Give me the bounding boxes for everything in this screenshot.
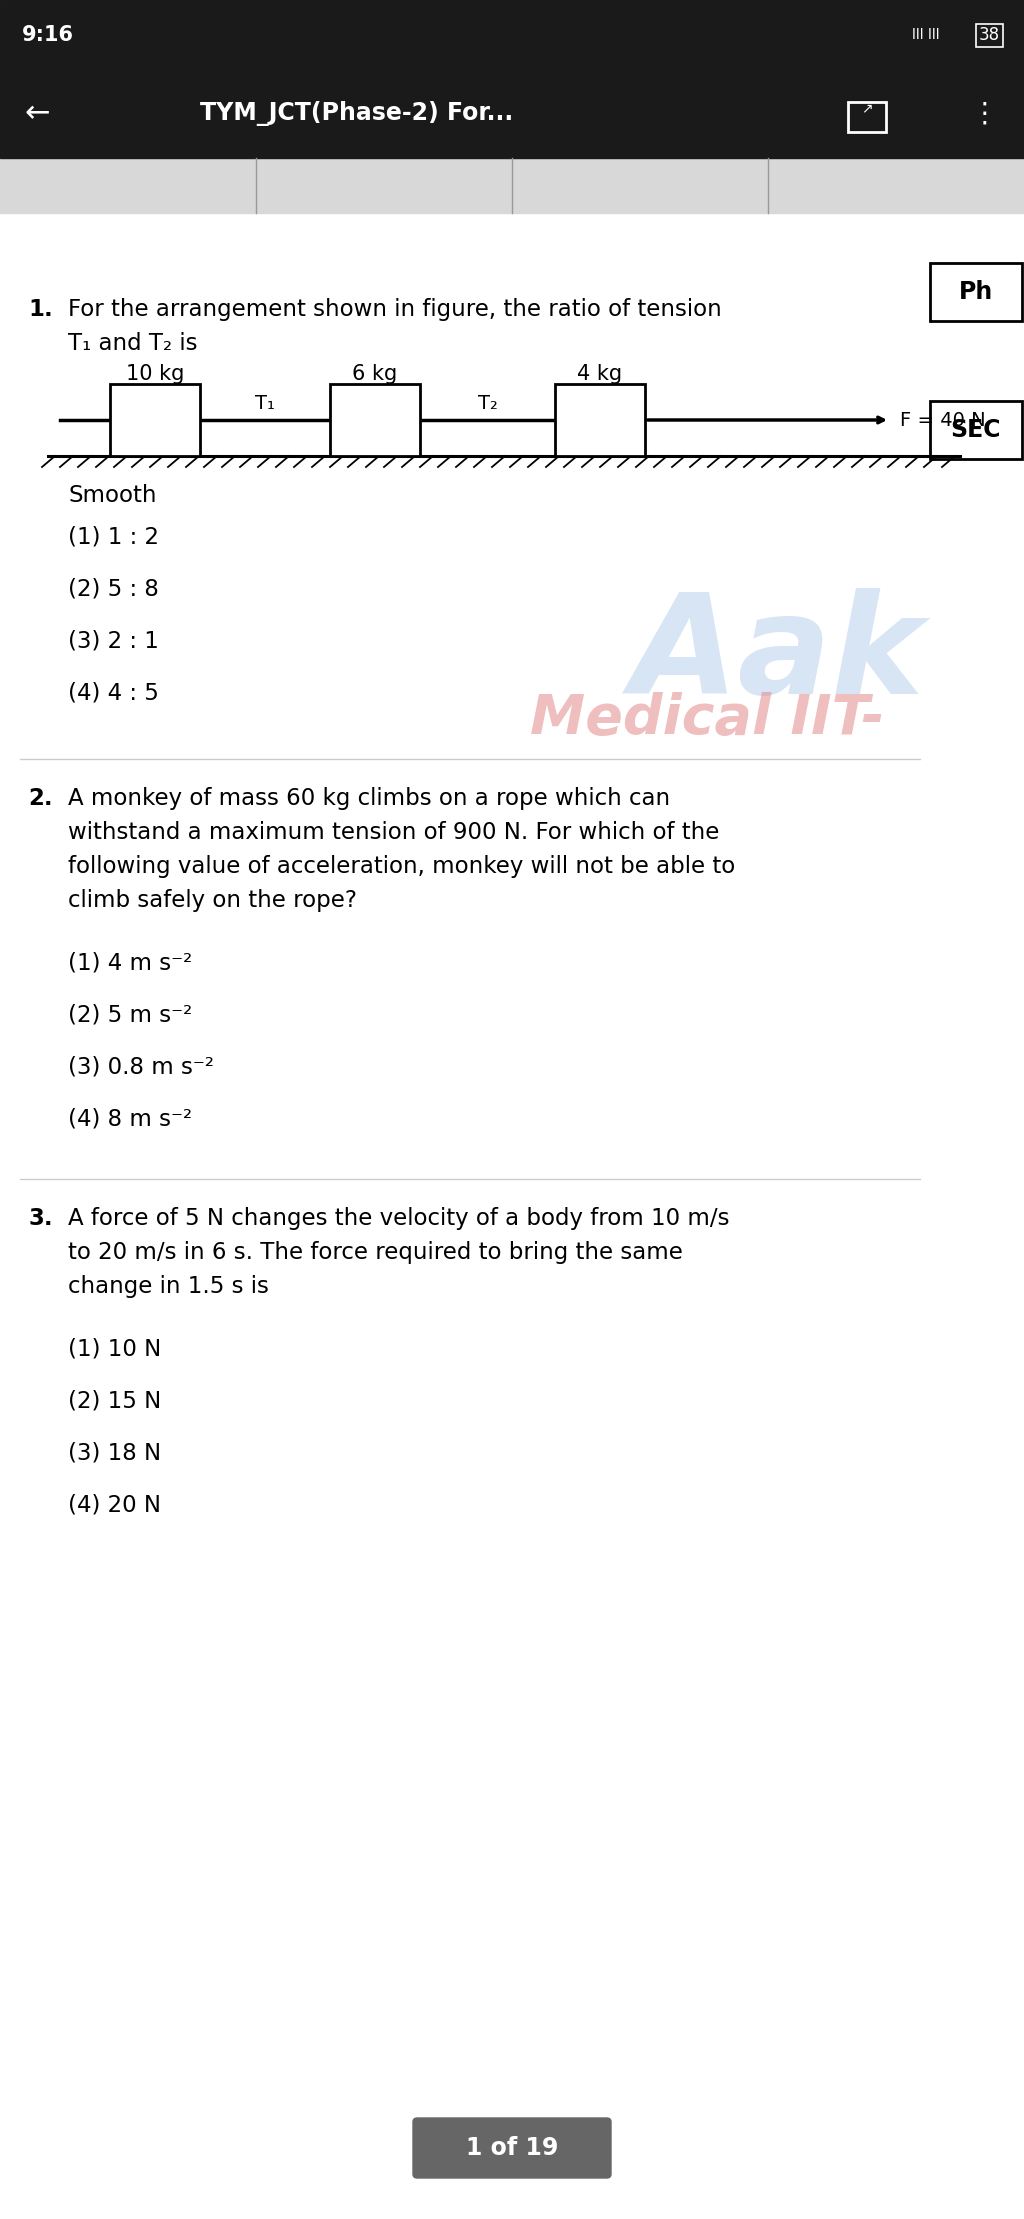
Text: (3) 2 : 1: (3) 2 : 1: [68, 630, 159, 652]
Text: 1.: 1.: [28, 297, 53, 322]
Text: (1) 4 m s⁻²: (1) 4 m s⁻²: [68, 952, 193, 974]
Text: A monkey of mass 60 kg climbs on a rope which can: A monkey of mass 60 kg climbs on a rope …: [68, 788, 670, 810]
Text: SEC: SEC: [950, 417, 1001, 442]
Bar: [848, 102, 886, 131]
Text: (4) 4 : 5: (4) 4 : 5: [68, 681, 159, 706]
Text: ⋮: ⋮: [971, 100, 998, 129]
Text: 6 kg: 6 kg: [352, 364, 397, 384]
Text: (4) 8 m s⁻²: (4) 8 m s⁻²: [68, 1107, 193, 1129]
Text: (4) 20 N: (4) 20 N: [68, 1493, 161, 1516]
Text: ↗: ↗: [861, 102, 872, 115]
Text: 38: 38: [979, 27, 1000, 44]
Bar: [930, 402, 1022, 459]
Text: change in 1.5 s is: change in 1.5 s is: [68, 1276, 269, 1298]
Bar: [110, 384, 200, 455]
Text: (2) 15 N: (2) 15 N: [68, 1389, 161, 1411]
Text: following value of acceleration, monkey will not be able to: following value of acceleration, monkey …: [68, 854, 735, 879]
Bar: [0, 158, 1024, 213]
Text: (2) 5 m s⁻²: (2) 5 m s⁻²: [68, 1003, 193, 1025]
Text: TYM_JCT(Phase-2) For...: TYM_JCT(Phase-2) For...: [200, 102, 513, 126]
Text: lll lll: lll lll: [912, 29, 940, 42]
Text: 9:16: 9:16: [22, 24, 74, 44]
Text: A force of 5 N changes the velocity of a body from 10 m/s: A force of 5 N changes the velocity of a…: [68, 1207, 729, 1229]
Text: to 20 m/s in 6 s. The force required to bring the same: to 20 m/s in 6 s. The force required to …: [68, 1240, 683, 1265]
Text: 2.: 2.: [28, 788, 52, 810]
Text: (3) 0.8 m s⁻²: (3) 0.8 m s⁻²: [68, 1054, 214, 1078]
Text: 3.: 3.: [28, 1207, 52, 1229]
Text: 1 of 19: 1 of 19: [466, 2137, 558, 2159]
Bar: [930, 264, 1022, 322]
Text: T₂: T₂: [477, 395, 498, 413]
Text: 4 kg: 4 kg: [578, 364, 623, 384]
Text: (3) 18 N: (3) 18 N: [68, 1440, 161, 1465]
Text: Ph: Ph: [958, 280, 993, 304]
Text: climb safely on the rope?: climb safely on the rope?: [68, 890, 357, 912]
Text: Smooth: Smooth: [68, 484, 157, 506]
Text: (2) 5 : 8: (2) 5 : 8: [68, 577, 159, 601]
Text: Medical IIT-: Medical IIT-: [530, 692, 885, 746]
Text: (1) 10 N: (1) 10 N: [68, 1338, 161, 1360]
Text: ←: ←: [25, 100, 50, 129]
Text: 10 kg: 10 kg: [126, 364, 184, 384]
Bar: [0, 71, 1024, 158]
Text: Aak: Aak: [630, 588, 924, 723]
FancyBboxPatch shape: [413, 2117, 611, 2179]
Text: T₁: T₁: [255, 395, 274, 413]
Bar: [555, 384, 645, 455]
Bar: [330, 384, 420, 455]
Text: F = 40 N: F = 40 N: [900, 411, 986, 430]
Text: (1) 1 : 2: (1) 1 : 2: [68, 526, 159, 548]
Text: T₁ and T₂ is: T₁ and T₂ is: [68, 333, 198, 355]
Text: withstand a maximum tension of 900 N. For which of the: withstand a maximum tension of 900 N. Fo…: [68, 821, 720, 843]
Text: For the arrangement shown in figure, the ratio of tension: For the arrangement shown in figure, the…: [68, 297, 722, 322]
Bar: [0, 0, 1024, 71]
